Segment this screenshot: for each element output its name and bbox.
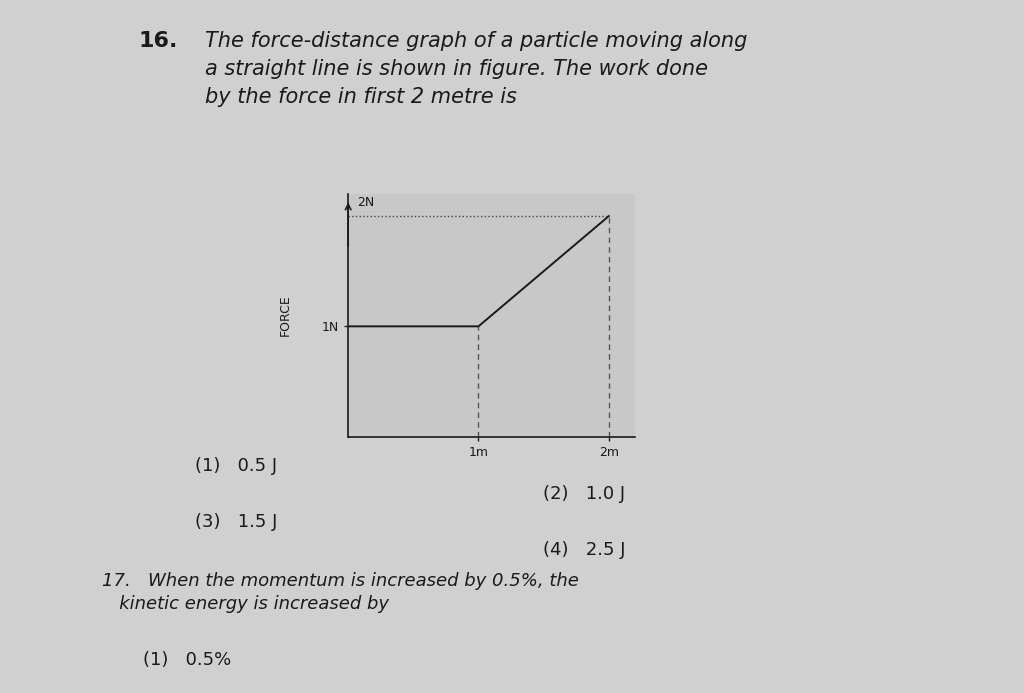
Text: 17.   When the momentum is increased by 0.5%, the
   kinetic energy is increased: 17. When the momentum is increased by 0.… <box>102 572 580 613</box>
Text: (2)   1.0 J: (2) 1.0 J <box>543 485 625 503</box>
Text: (4)   2.5 J: (4) 2.5 J <box>543 541 626 559</box>
Text: (3)   1.5 J: (3) 1.5 J <box>195 513 276 531</box>
Text: (1)   0.5%: (1) 0.5% <box>143 651 231 669</box>
Text: 16.: 16. <box>138 31 177 51</box>
Text: 2N: 2N <box>357 196 375 209</box>
Text: The force-distance graph of a particle moving along
a straight line is shown in : The force-distance graph of a particle m… <box>205 31 748 107</box>
Text: FORCE: FORCE <box>279 295 292 336</box>
Text: (1)   0.5 J: (1) 0.5 J <box>195 457 276 475</box>
